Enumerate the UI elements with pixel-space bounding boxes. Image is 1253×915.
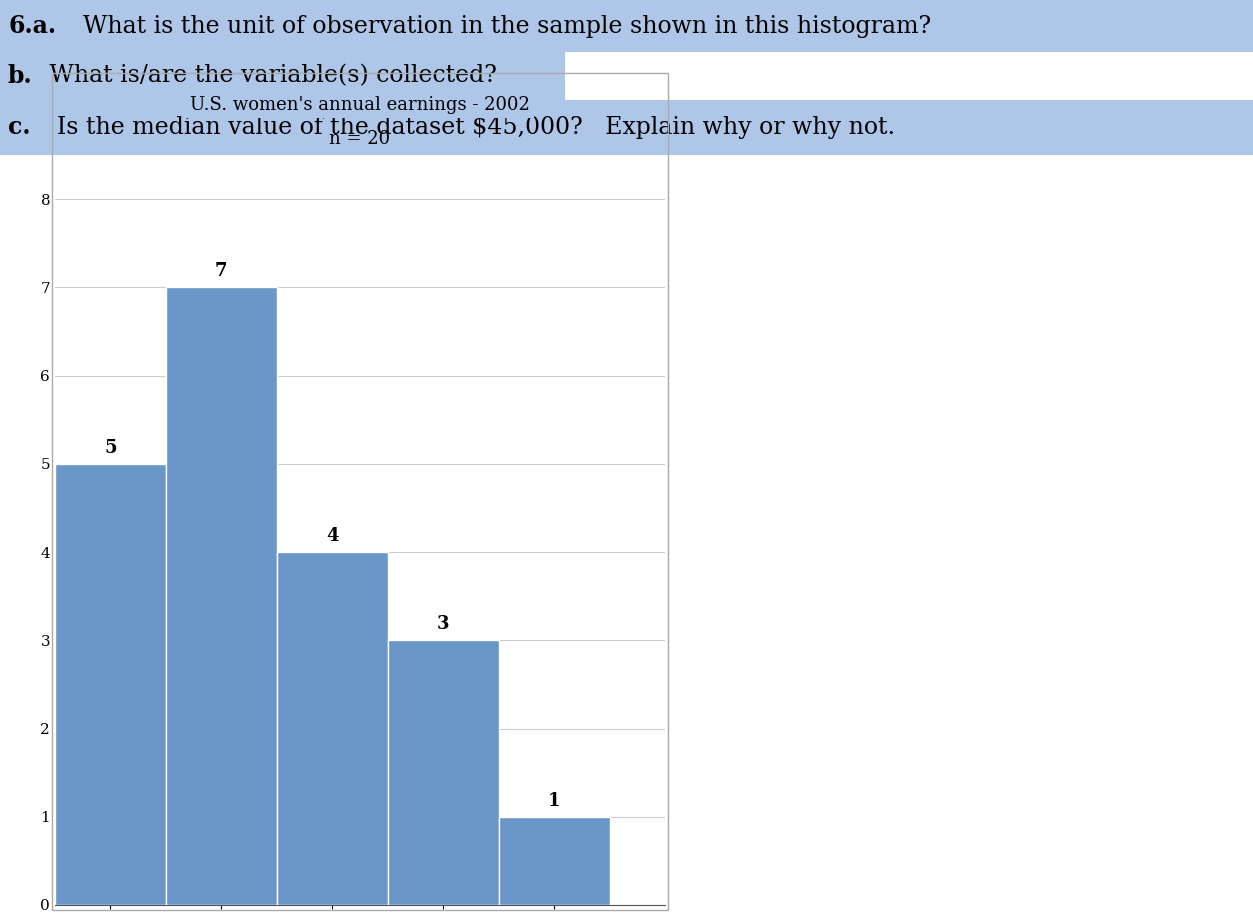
FancyBboxPatch shape <box>0 100 1253 155</box>
Bar <box>499 817 609 905</box>
Text: n = 20: n = 20 <box>330 130 391 147</box>
Text: c.: c. <box>8 115 30 139</box>
FancyBboxPatch shape <box>0 0 1253 52</box>
Text: 6.a.: 6.a. <box>8 14 56 38</box>
Text: 7: 7 <box>216 263 228 280</box>
Text: 1: 1 <box>548 791 560 810</box>
Text: Is the median value of the dataset $45,000?   Explain why or why not.: Is the median value of the dataset $45,0… <box>43 116 895 139</box>
Bar <box>387 640 499 905</box>
Text: What is the unit of observation in the sample shown in this histogram?: What is the unit of observation in the s… <box>68 15 931 38</box>
FancyBboxPatch shape <box>0 52 565 100</box>
Text: 5: 5 <box>104 439 117 457</box>
Bar <box>165 287 277 905</box>
Text: 3: 3 <box>437 615 450 633</box>
Bar <box>277 552 387 905</box>
Bar <box>55 464 165 905</box>
Text: What is/are the variable(s) collected?: What is/are the variable(s) collected? <box>43 64 497 88</box>
Text: U.S. women's annual earnings - 2002: U.S. women's annual earnings - 2002 <box>190 96 530 113</box>
Text: 4: 4 <box>326 527 338 545</box>
Text: b.: b. <box>8 64 33 88</box>
